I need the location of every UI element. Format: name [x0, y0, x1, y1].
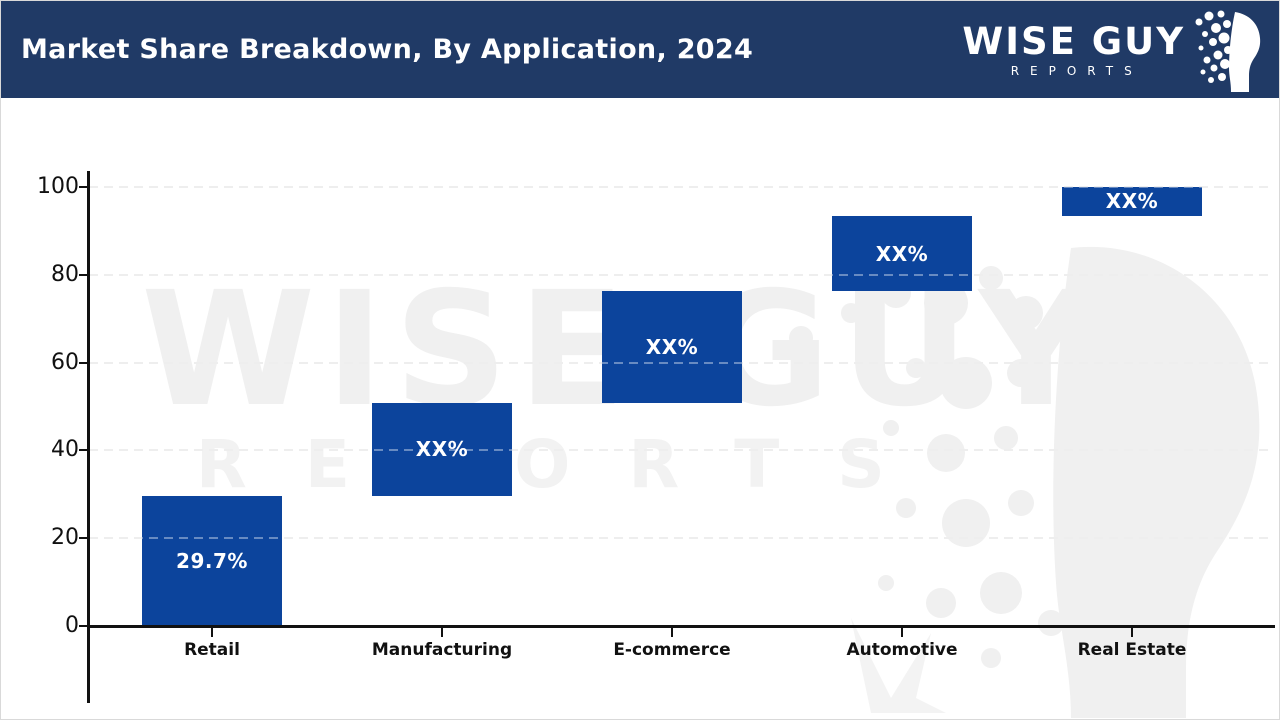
x-axis-category-label: E-commerce — [613, 640, 731, 660]
x-tick-mark — [211, 628, 213, 637]
y-axis-spine — [87, 171, 90, 703]
gridline-overlay-60 — [89, 361, 1271, 364]
wise-guy-reports-logo: WISE GUY REPORTS — [962, 8, 1263, 92]
bar-value-label: XX% — [875, 241, 929, 266]
x-axis-category-label: Real Estate — [1077, 640, 1187, 660]
bar-value-label: XX% — [645, 334, 699, 359]
y-axis-tick-label: 60 — [51, 349, 79, 375]
y-axis-tick-label: 40 — [51, 437, 79, 463]
y-axis-tick-label: 20 — [51, 525, 79, 551]
bar-e-commerce: XX% — [602, 291, 742, 403]
y-tick-mark — [79, 186, 88, 188]
gridline-100 — [89, 186, 1271, 188]
gridline-overlay-100 — [89, 186, 1271, 188]
x-tick-mark — [1131, 628, 1133, 637]
logo-wordmark: WISE GUY — [962, 19, 1185, 63]
x-axis-category-label: Retail — [184, 640, 240, 660]
bar-automotive: XX% — [832, 215, 972, 292]
bar-value-label: XX% — [1105, 189, 1159, 214]
y-axis-tick-label: 100 — [37, 174, 79, 199]
y-tick-mark — [79, 625, 88, 627]
bar-retail: 29.7% — [142, 495, 282, 626]
y-tick-mark — [79, 449, 88, 452]
x-tick-mark — [441, 628, 443, 637]
dotted-face-logo-icon — [1195, 10, 1261, 92]
y-tick-mark — [79, 537, 88, 540]
bar-manufacturing: XX% — [372, 402, 512, 496]
gridline-overlay-80 — [89, 273, 1271, 276]
y-tick-mark — [79, 361, 88, 364]
header-bar: Market Share Breakdown, By Application, … — [1, 1, 1279, 98]
x-axis-category-label: Automotive — [846, 640, 958, 660]
bar-value-label: 29.7% — [176, 548, 248, 573]
watermark-subtitle: REPORTS — [196, 426, 943, 503]
gridline-overlay-40 — [89, 449, 1271, 452]
x-tick-mark — [671, 628, 673, 637]
y-axis-tick-label: 80 — [51, 261, 79, 287]
chart-canvas: WISE GUY REPORTS 0 20 40 60 80 100 29.7% Retail… — [1, 98, 1279, 718]
logo-text: WISE GUY REPORTS — [962, 23, 1185, 77]
logo-subtitle: REPORTS — [1010, 63, 1143, 78]
watermark-face-icon — [789, 246, 1260, 718]
bar-real-estate: XX% — [1062, 187, 1202, 216]
y-tick-mark — [79, 273, 88, 276]
gridline-40 — [89, 449, 1271, 452]
gridline-overlay-20 — [89, 537, 1271, 540]
y-axis-tick-label: 0 — [65, 613, 79, 638]
x-axis-spine — [87, 625, 1275, 628]
x-axis-category-label: Manufacturing — [371, 640, 513, 660]
page-title: Market Share Breakdown, By Application, … — [21, 34, 754, 65]
bar-value-label: XX% — [415, 437, 469, 462]
gridline-20 — [89, 537, 1271, 540]
x-tick-mark — [901, 628, 903, 637]
gridline-80 — [89, 273, 1271, 276]
